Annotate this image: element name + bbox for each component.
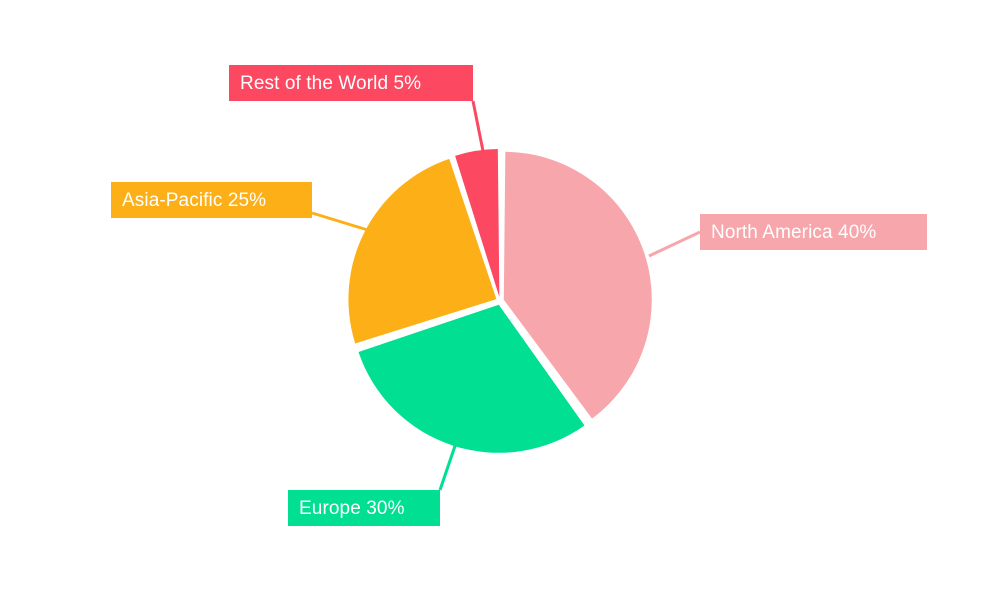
slice-leader-line xyxy=(438,442,458,491)
slice-label-text: Asia-Pacific 25% xyxy=(122,189,267,211)
slice-label-europe[interactable]: Europe 30% xyxy=(288,490,440,526)
pie-slice[interactable] xyxy=(348,158,497,344)
leader-lines xyxy=(311,100,701,491)
slice-label-text: North America 40% xyxy=(711,221,877,243)
slice-leader-line xyxy=(471,100,486,157)
pie-slices xyxy=(348,149,652,453)
slice-label-text: Europe 30% xyxy=(299,497,405,519)
pie-slice[interactable] xyxy=(503,151,652,419)
pie-slice[interactable] xyxy=(455,149,500,298)
slice-label-rest-of-the-world[interactable]: Rest of the World 5% xyxy=(229,65,473,101)
slice-leader-line xyxy=(648,230,701,258)
slice-label-text: Rest of the World 5% xyxy=(240,72,422,94)
slice-leader-line xyxy=(311,211,372,233)
pie-slice[interactable] xyxy=(358,304,585,453)
slice-label-asia-pacific[interactable]: Asia-Pacific 25% xyxy=(111,182,312,218)
slice-label-north-america[interactable]: North America 40% xyxy=(700,214,927,250)
